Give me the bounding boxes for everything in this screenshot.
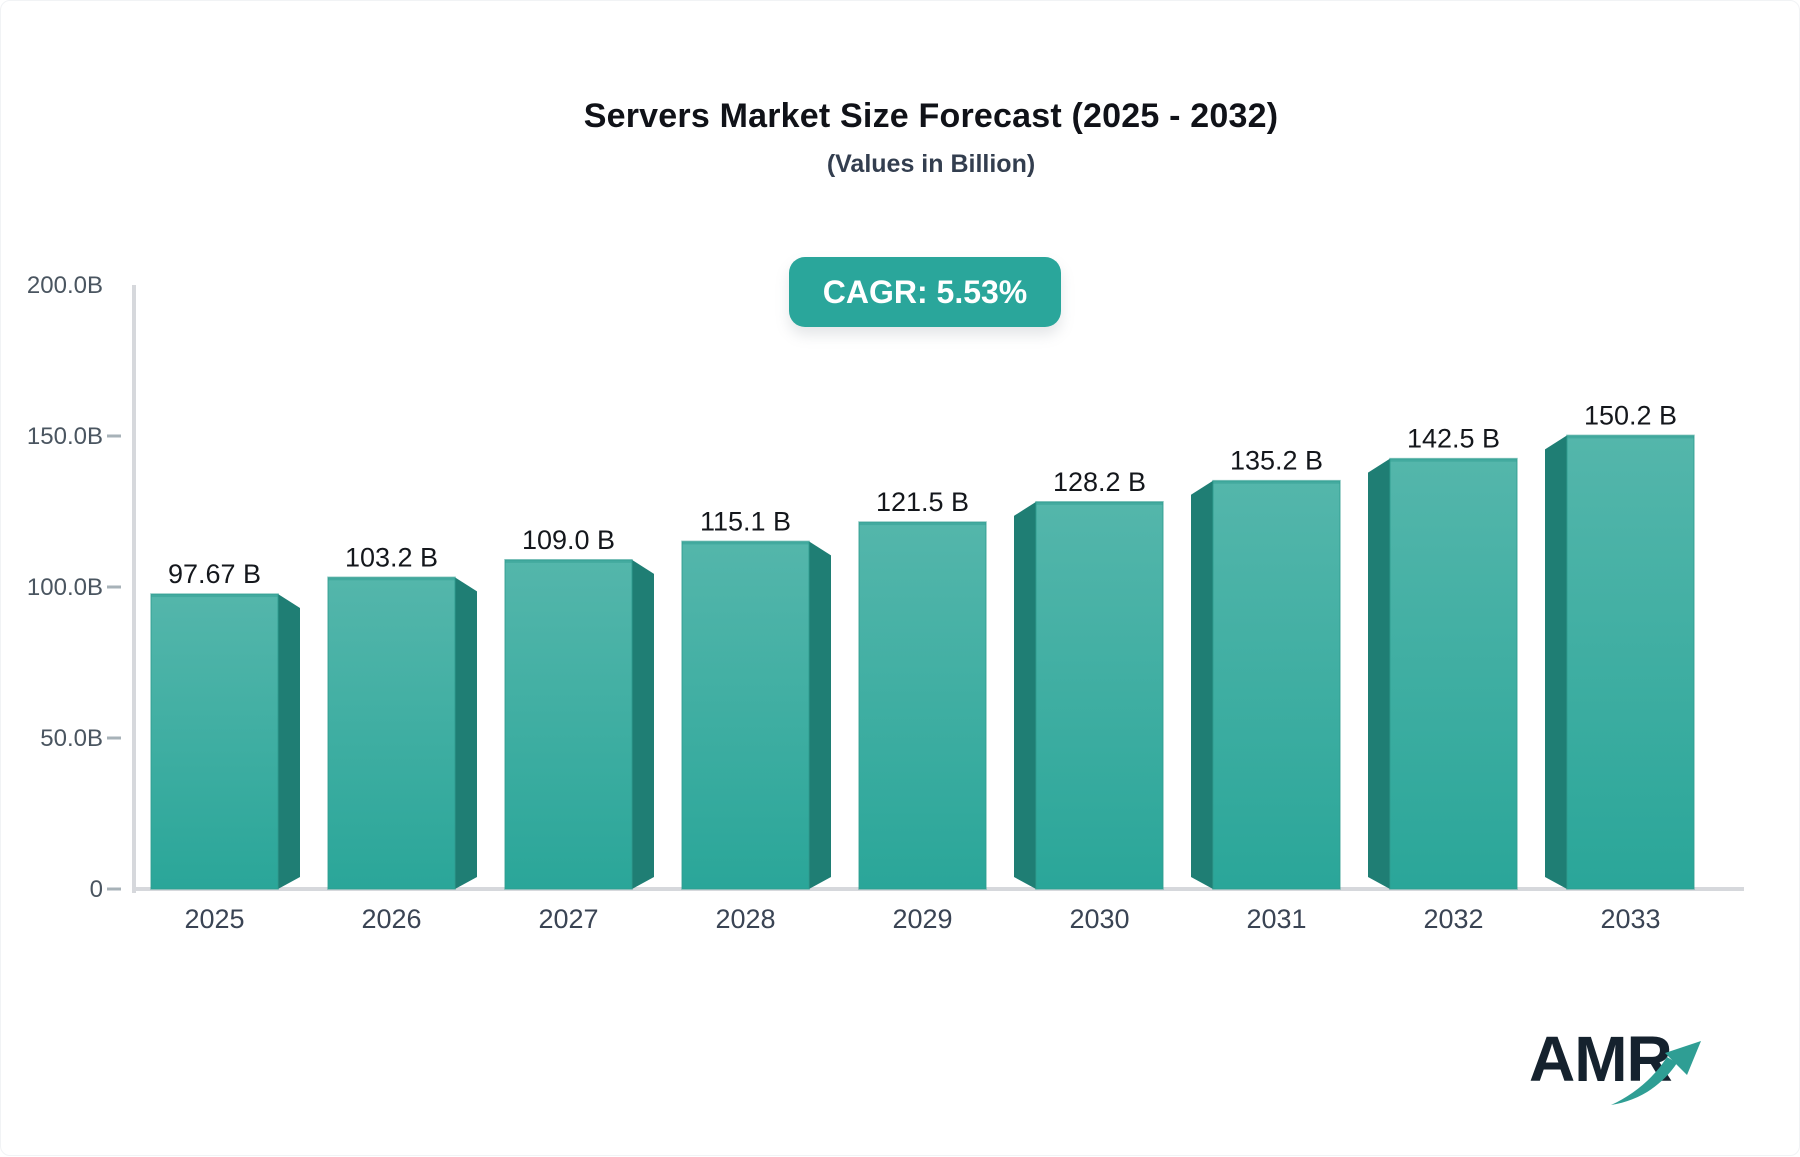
bar-value-label: 97.67 B	[168, 559, 261, 589]
bar-side	[1368, 458, 1390, 889]
bar-side	[1014, 501, 1036, 889]
x-tick-label: 2027	[538, 904, 598, 934]
cagr-badge: CAGR: 5.53%	[789, 257, 1061, 327]
bar-value-label: 135.2 B	[1230, 446, 1323, 476]
bar-face	[327, 576, 456, 890]
x-tick-label: 2026	[361, 904, 421, 934]
x-tick-label: 2031	[1246, 904, 1306, 934]
bar-face	[150, 593, 279, 890]
cagr-badge-label: CAGR: 5.53%	[822, 273, 1028, 310]
y-tick-label: 150.0B	[27, 423, 103, 450]
bar-top-edge	[682, 541, 809, 545]
bar-side	[278, 594, 300, 889]
y-tick-label: 50.0B	[40, 725, 103, 752]
bar-top-edge	[859, 522, 986, 526]
bars-layer	[150, 434, 1695, 890]
bar-value-label: 115.1 B	[700, 506, 791, 536]
bar-top-edge	[1390, 458, 1517, 462]
bar-top-edge	[1036, 501, 1163, 505]
x-tick-label: 2032	[1423, 904, 1483, 934]
bar-side	[809, 541, 831, 889]
bar-face	[1566, 434, 1695, 890]
x-tick-label: 2025	[184, 904, 244, 934]
x-tick-label: 2028	[715, 904, 775, 934]
bar-top-edge	[1567, 435, 1694, 439]
chart-title: Servers Market Size Forecast (2025 - 203…	[583, 97, 1279, 135]
bar-value-label: 121.5 B	[876, 487, 969, 517]
bar-value-label: 150.2 B	[1584, 400, 1677, 430]
amr-logo: AMR	[1529, 1027, 1729, 1117]
bar-face	[1035, 501, 1164, 890]
y-tick-label: 0	[90, 876, 103, 903]
bar-side	[1545, 435, 1567, 889]
bar-side	[1191, 480, 1213, 889]
bar-top-edge	[151, 594, 278, 598]
labels-layer: 0 50.0B 100.0B 150.0B 200.0B 97.67 B 2025 103.2…	[27, 272, 1677, 934]
bar-top-edge	[1213, 480, 1340, 484]
bar-top-edge	[505, 559, 632, 563]
bar-value-label: 109.0 B	[522, 525, 615, 555]
x-tick-label: 2033	[1600, 904, 1660, 934]
bar-side	[632, 559, 654, 889]
bar-value-label: 128.2 B	[1053, 467, 1146, 497]
bar-value-label: 142.5 B	[1407, 424, 1500, 454]
bar-face	[681, 540, 810, 890]
chart-subtitle: (Values in Billion)	[826, 150, 1036, 178]
amr-logo-arrow-icon	[1611, 1041, 1701, 1105]
y-tick-mark	[107, 887, 121, 891]
x-tick-label: 2030	[1069, 904, 1129, 934]
y-axis-line	[132, 285, 136, 893]
bar-face	[504, 559, 633, 890]
y-tick-mark	[107, 736, 121, 740]
x-tick-label: 2029	[892, 904, 952, 934]
bar-face	[1389, 457, 1518, 890]
bar-side	[455, 577, 477, 889]
bar-face	[1212, 479, 1341, 890]
y-tick-mark	[107, 585, 121, 589]
y-tick-label: 100.0B	[27, 574, 103, 601]
bar-face	[858, 521, 987, 890]
bar-value-label: 103.2 B	[345, 542, 438, 572]
bar-top-edge	[328, 577, 455, 581]
y-tick-mark	[107, 434, 121, 438]
y-tick-label: 200.0B	[27, 272, 103, 299]
